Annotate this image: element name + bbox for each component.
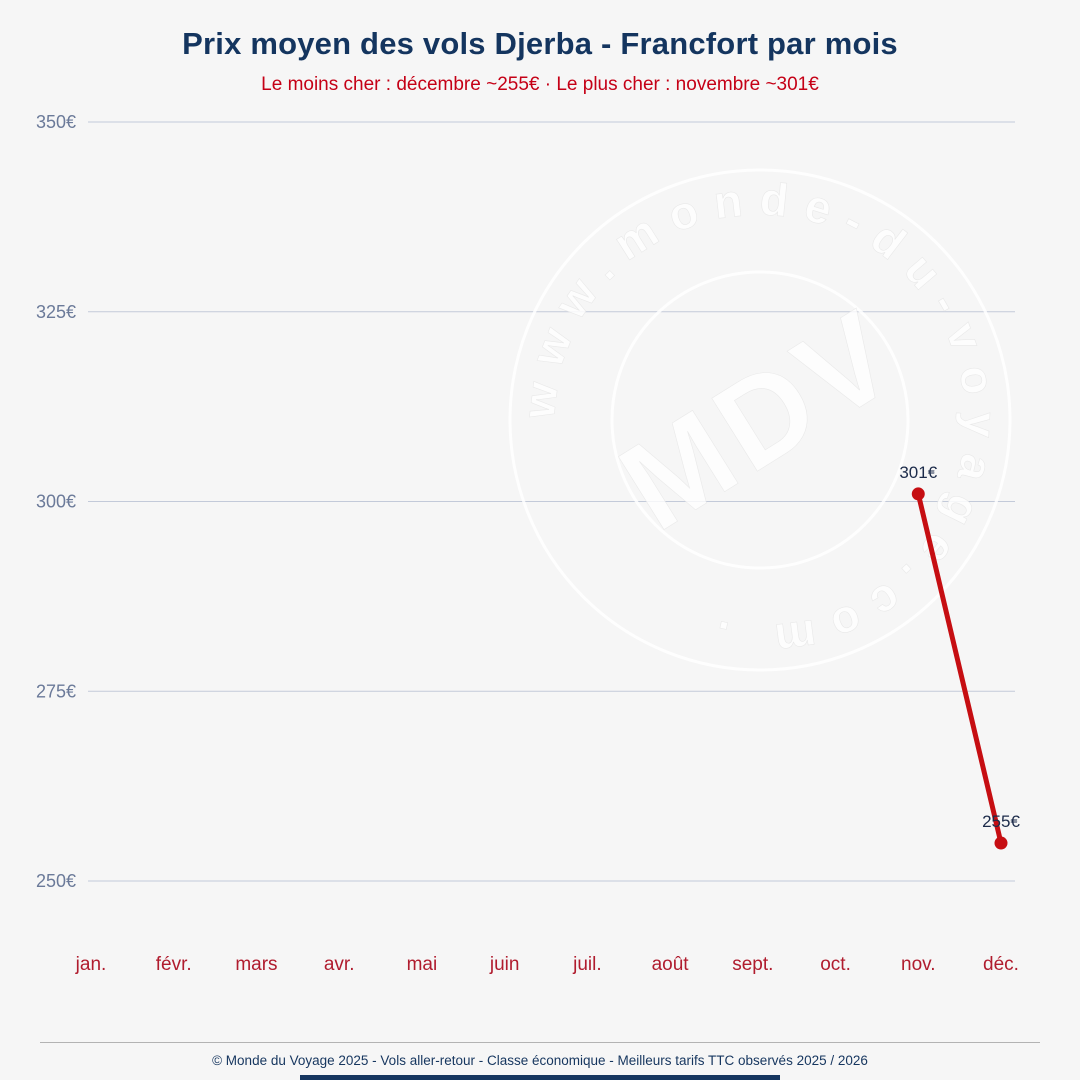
footer: © Monde du Voyage 2025 - Vols aller-reto…	[40, 1042, 1040, 1068]
point-value-label: 301€	[899, 463, 937, 482]
y-tick-label: 275€	[36, 681, 76, 701]
series-line	[915, 491, 1004, 846]
x-tick-label: jan.	[75, 954, 107, 975]
chart-title: Prix moyen des vols Djerba - Francfort p…	[182, 26, 898, 61]
x-tick-label: nov.	[901, 954, 936, 975]
x-tick-label: avr.	[324, 954, 355, 975]
y-axis-labels: 250€ 275€ 300€ 325€ 350€	[36, 112, 76, 891]
data-point	[911, 487, 925, 501]
x-tick-label: juil.	[572, 954, 602, 975]
footer-text: © Monde du Voyage 2025 - Vols aller-reto…	[212, 1053, 868, 1068]
series-line-group	[911, 487, 1008, 850]
x-tick-label: mars	[235, 954, 277, 975]
y-tick-label: 300€	[36, 492, 76, 512]
data-point	[994, 836, 1008, 850]
x-tick-label: août	[652, 954, 690, 975]
bottom-bar	[300, 1075, 780, 1080]
x-tick-label: déc.	[983, 954, 1019, 975]
y-tick-label: 250€	[36, 871, 76, 891]
watermark-inner-ring	[610, 270, 910, 570]
y-tick-label: 325€	[36, 302, 76, 322]
x-tick-label: juin	[489, 954, 520, 975]
x-axis-labels: jan. févr. mars avr. mai juin juil. août sept. oc…	[75, 954, 1019, 975]
x-tick-label: oct.	[820, 954, 851, 975]
point-labels: 301€ 255€	[899, 463, 1020, 831]
x-tick-label: févr.	[156, 954, 192, 975]
point-value-label: 255€	[982, 812, 1020, 831]
watermark: www.monde-du-voyage.com . MDV	[508, 168, 1012, 672]
chart-subtitle: Le moins cher : décembre ~255€ · Le plus…	[261, 74, 819, 95]
x-tick-label: sept.	[732, 954, 773, 975]
watermark-outer-ring	[508, 168, 1012, 672]
y-tick-label: 350€	[36, 112, 76, 132]
x-tick-label: mai	[407, 954, 438, 975]
